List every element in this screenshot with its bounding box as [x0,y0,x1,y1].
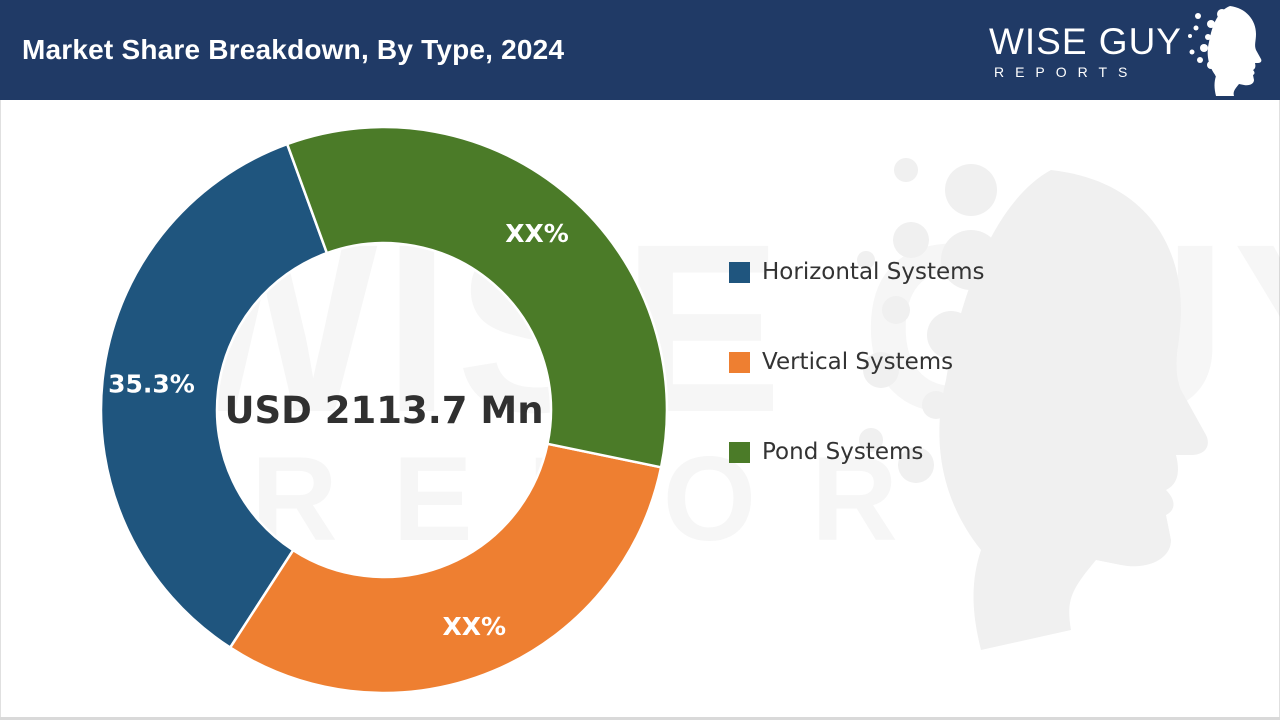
slice-percent-label: XX% [505,219,569,248]
watermark-head-decoration [857,158,1208,650]
brand-text: WISE GUY REPORTS [989,21,1182,80]
legend-item: Vertical Systems [729,349,985,375]
header: Market Share Breakdown, By Type, 2024 WI… [0,0,1280,100]
brand-name: WISE GUY [988,20,1182,62]
donut-slice [228,442,663,695]
legend-swatch [729,261,750,283]
chart-area: WISE GUY REPORTS 35.3%XX%XX%USD 2113.7 M… [0,100,1280,717]
chart-legend: Horizontal Systems Vertical Systems Pond S… [729,259,985,465]
legend-item: Horizontal Systems [729,259,985,285]
page-title: Market Share Breakdown, By Type, 2024 [22,34,565,65]
donut-slice [99,142,329,649]
donut-chart: 35.3% XX% XX% USD 2113.7 Mn [99,125,669,695]
legend-label: Pond Systems [762,439,924,465]
brand-logo: WISE GUY REPORTS [989,4,1264,96]
slice-percent-label: 35.3% [108,370,195,399]
legend-swatch [729,351,750,373]
legend-item: Pond Systems [729,439,985,465]
legend-label: Vertical Systems [762,349,954,375]
slice-percent-label: XX% [442,612,506,641]
brand-subtitle: REPORTS [993,63,1139,80]
legend-label: Horizontal Systems [762,259,985,285]
brand-head-icon [1188,6,1262,96]
donut-slice [285,125,669,469]
donut-center-value: USD 2113.7 Mn [224,389,543,432]
legend-swatch [729,441,750,463]
